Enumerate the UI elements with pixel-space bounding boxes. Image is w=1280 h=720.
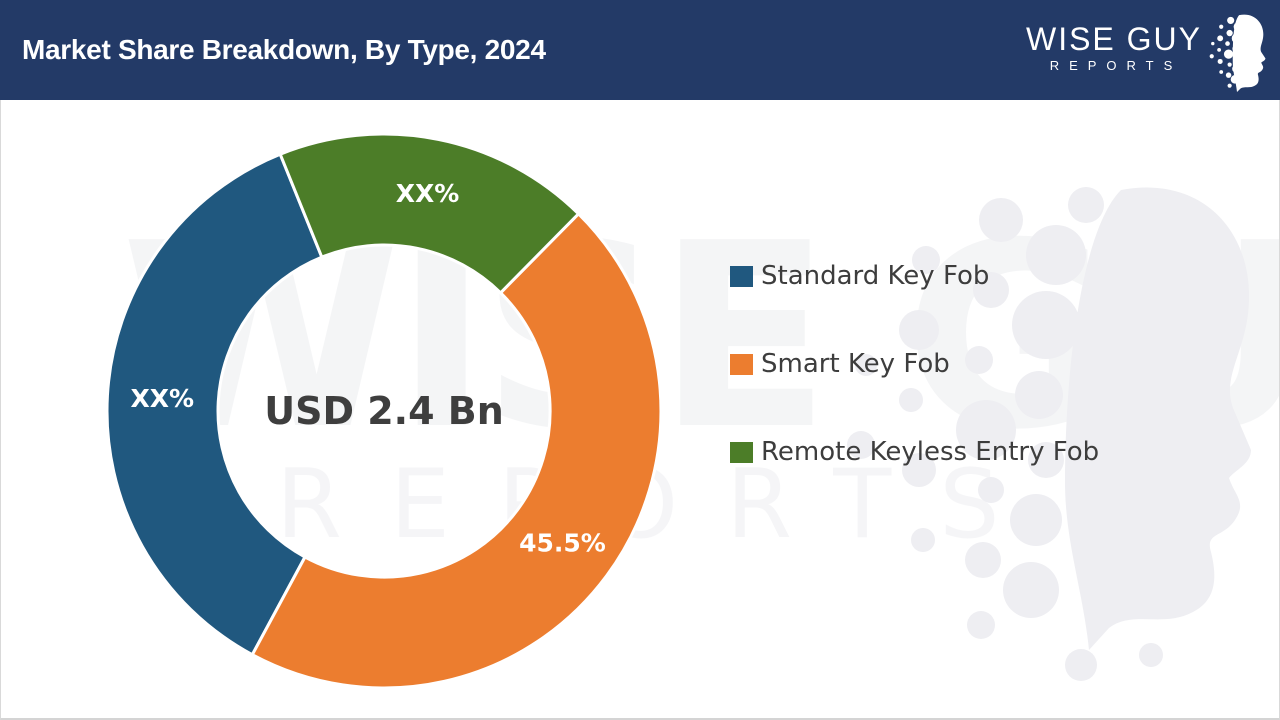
logo-name: WISE GUY <box>1025 21 1202 57</box>
legend-label: Remote Keyless Entry Fob <box>761 437 1100 467</box>
logo-tagline: REPORTS <box>1049 58 1183 73</box>
header-bar: Market Share Breakdown, By Type, 2024 WI… <box>0 0 1280 100</box>
legend-item-standard-key-fob: Standard Key Fob <box>730 261 1099 291</box>
dotted-face-icon <box>1209 14 1266 92</box>
legend-swatch-smart-key-fob <box>730 353 753 375</box>
legend-swatch-remote-keyless-entry-fob <box>730 441 753 463</box>
legend-item-smart-key-fob: Smart Key Fob <box>730 349 1099 379</box>
wise-guy-reports-logo: WISE GUY REPORTS <box>1022 8 1272 92</box>
watermark-dotted-face <box>847 187 1251 681</box>
page-title: Market Share Breakdown, By Type, 2024 <box>22 34 546 65</box>
chart-legend: Standard Key Fob Smart Key Fob Remote Ke… <box>730 261 1100 526</box>
legend-label: Standard Key Fob <box>761 261 990 291</box>
legend-label: Smart Key Fob <box>761 349 950 379</box>
logo-text: WISE GUY REPORTS <box>1026 22 1202 73</box>
legend-item-remote-keyless-entry-fob: Remote Keyless Entry Fob <box>730 437 1100 467</box>
legend-swatch-standard-key-fob <box>730 265 753 287</box>
donut-center-value: USD 2.4 Bn <box>264 389 504 433</box>
chart-canvas: WISE GUY REPORTS XX%45.5%XX% USD 2.4 Bn <box>0 100 1280 720</box>
